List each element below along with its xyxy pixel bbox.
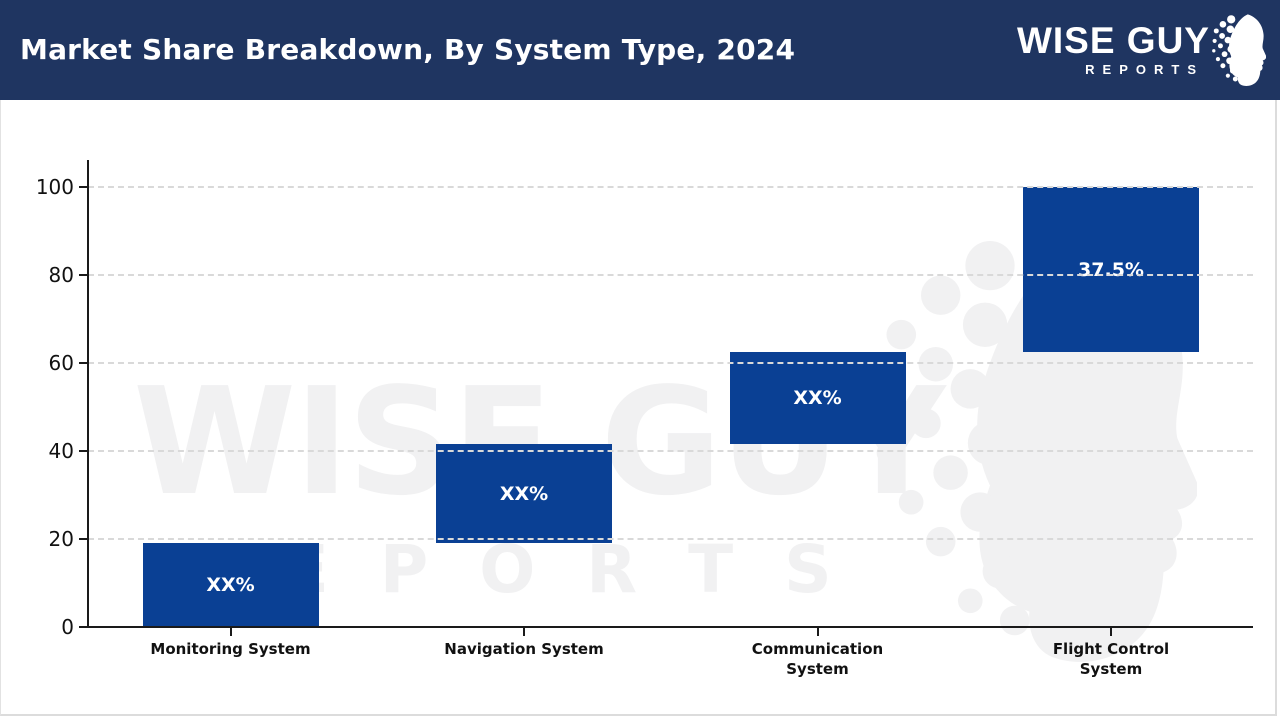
y-tick-label-40: 40: [48, 439, 74, 463]
bar-monitoring-system: XX%: [142, 543, 319, 627]
x-tick-label-line: Flight Control: [1052, 640, 1170, 658]
brand-name: WISE GUY: [1016, 20, 1210, 61]
bar-navigation-system: XX%: [436, 444, 612, 544]
page-border: [0, 100, 1277, 716]
brand-subname: REPORTS: [1085, 62, 1204, 77]
gridline-40: [88, 450, 1253, 452]
x-tick-label-line: Communication: [751, 640, 884, 658]
y-tick-label-100: 100: [35, 175, 74, 199]
x-tick-monitoring-system: [229, 628, 232, 636]
bar-value-label: 37.5%: [1078, 258, 1144, 281]
brand-head-icon: [1212, 14, 1266, 86]
y-tick-0: [79, 626, 87, 628]
x-tick-communication-system: [816, 628, 819, 636]
y-tick-label-80: 80: [48, 263, 74, 287]
bar-value-label: XX%: [793, 387, 842, 410]
gridline-60: [88, 362, 1253, 364]
bar-value-label: XX%: [499, 482, 549, 505]
gridline-20: [88, 538, 1253, 540]
x-tick-label-line: Navigation System: [444, 640, 604, 658]
bar-flight-control-system: 37.5%: [1023, 187, 1199, 352]
y-tick-label-20: 20: [48, 527, 74, 551]
x-tick-label-line: System: [786, 660, 849, 678]
y-tick-80: [79, 274, 87, 276]
x-tick-label-line: System: [1079, 660, 1143, 678]
y-tick-40: [79, 450, 87, 452]
y-tick-100: [79, 186, 87, 188]
x-tick-navigation-system: [523, 628, 525, 636]
x-axis-line: [87, 626, 1253, 628]
y-tick-label-60: 60: [48, 351, 74, 375]
y-tick-60: [79, 362, 87, 364]
x-tick-flight-control-system: [1110, 628, 1112, 636]
page-title: Market Share Breakdown, By System Type, …: [20, 33, 796, 66]
gridline-80: [88, 274, 1253, 276]
bar-value-label: XX%: [206, 574, 255, 597]
x-tick-label-communication-system: Communication System: [703, 639, 933, 679]
gridline-100: [88, 186, 1253, 188]
brand-logo: WISE GUY REPORTS: [1017, 0, 1268, 100]
bar-communication-system: XX%: [729, 352, 906, 445]
x-tick-label-line: Monitoring System: [150, 640, 311, 658]
x-tick-label-navigation-system: Navigation System: [409, 639, 639, 659]
report-header: Market Share Breakdown, By System Type, …: [0, 0, 1280, 100]
y-axis-line: [87, 160, 89, 628]
x-tick-label-monitoring-system: Monitoring System: [116, 639, 346, 659]
y-tick-label-0: 0: [61, 615, 74, 639]
x-tick-label-flight-control-system: Flight Control System: [996, 639, 1226, 679]
y-tick-20: [79, 538, 87, 540]
